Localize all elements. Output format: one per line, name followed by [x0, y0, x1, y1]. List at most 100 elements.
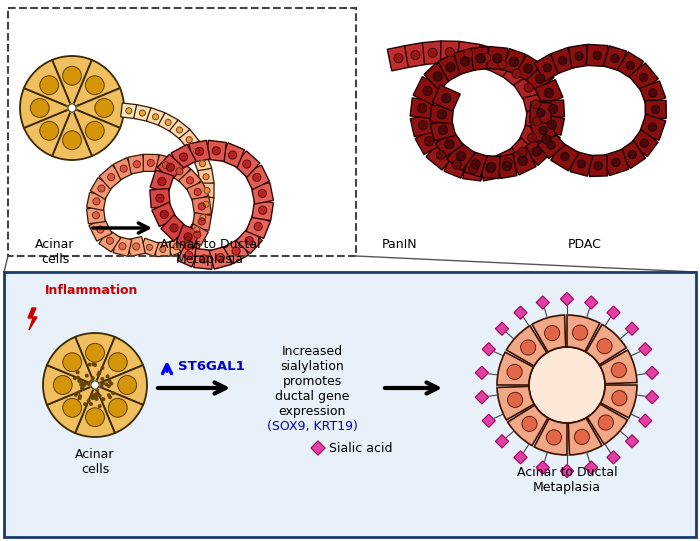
Polygon shape — [584, 461, 598, 474]
Polygon shape — [178, 230, 198, 250]
Circle shape — [126, 108, 132, 114]
Polygon shape — [169, 120, 190, 140]
Circle shape — [99, 405, 101, 407]
Circle shape — [134, 161, 141, 168]
Polygon shape — [435, 131, 463, 157]
Circle shape — [561, 153, 569, 161]
Polygon shape — [144, 154, 158, 171]
Circle shape — [94, 395, 97, 398]
Polygon shape — [503, 60, 531, 88]
Circle shape — [445, 48, 454, 57]
Polygon shape — [171, 144, 196, 170]
Polygon shape — [146, 108, 165, 126]
Polygon shape — [510, 147, 536, 175]
Bar — [8, 8, 356, 256]
Polygon shape — [496, 435, 508, 448]
Circle shape — [640, 74, 648, 82]
Circle shape — [84, 403, 86, 405]
Circle shape — [102, 398, 104, 401]
Circle shape — [464, 49, 473, 58]
Text: Acinar
cells: Acinar cells — [35, 238, 75, 266]
Circle shape — [438, 126, 447, 134]
Circle shape — [648, 123, 657, 131]
Circle shape — [612, 159, 620, 167]
Circle shape — [108, 394, 110, 397]
Bar — [4, 272, 696, 537]
Circle shape — [108, 380, 111, 383]
Circle shape — [186, 177, 193, 184]
Circle shape — [611, 362, 626, 378]
Circle shape — [40, 121, 59, 140]
Circle shape — [575, 430, 589, 444]
Circle shape — [528, 346, 606, 424]
Circle shape — [173, 243, 179, 249]
Circle shape — [512, 69, 522, 78]
Polygon shape — [551, 48, 575, 74]
Polygon shape — [186, 224, 209, 245]
Circle shape — [649, 89, 657, 97]
Wedge shape — [75, 333, 115, 385]
Polygon shape — [187, 182, 209, 202]
Circle shape — [78, 380, 80, 382]
Circle shape — [573, 325, 587, 340]
Circle shape — [486, 164, 495, 173]
Text: Acinar
cells: Acinar cells — [76, 448, 115, 476]
Circle shape — [85, 408, 104, 427]
Polygon shape — [536, 461, 550, 474]
Circle shape — [461, 57, 470, 66]
Circle shape — [476, 54, 485, 63]
Polygon shape — [536, 296, 550, 309]
Circle shape — [528, 133, 537, 142]
Circle shape — [91, 394, 93, 397]
Polygon shape — [626, 435, 638, 448]
Circle shape — [498, 60, 507, 69]
Circle shape — [626, 62, 634, 69]
Circle shape — [203, 201, 209, 207]
Circle shape — [91, 381, 99, 389]
Polygon shape — [120, 103, 137, 118]
Circle shape — [185, 251, 193, 259]
Polygon shape — [645, 366, 659, 379]
Polygon shape — [603, 149, 629, 176]
Circle shape — [92, 212, 99, 219]
Circle shape — [232, 247, 240, 255]
Wedge shape — [600, 350, 637, 384]
Circle shape — [545, 326, 559, 341]
Wedge shape — [43, 365, 95, 405]
Circle shape — [446, 63, 455, 72]
Polygon shape — [150, 188, 170, 208]
Polygon shape — [179, 129, 200, 150]
Polygon shape — [584, 296, 598, 309]
Polygon shape — [430, 105, 454, 124]
Circle shape — [101, 366, 104, 369]
Polygon shape — [515, 55, 541, 82]
Polygon shape — [161, 215, 187, 241]
Circle shape — [100, 385, 103, 387]
Circle shape — [165, 120, 171, 126]
Polygon shape — [438, 54, 463, 81]
Polygon shape — [155, 242, 170, 256]
Circle shape — [53, 375, 72, 394]
Wedge shape — [95, 385, 143, 433]
Circle shape — [456, 151, 466, 161]
Circle shape — [106, 237, 113, 244]
Polygon shape — [496, 322, 508, 335]
Circle shape — [119, 243, 126, 250]
Wedge shape — [567, 315, 600, 352]
Circle shape — [80, 383, 83, 386]
Circle shape — [203, 174, 209, 180]
Polygon shape — [206, 140, 226, 161]
Circle shape — [531, 100, 540, 109]
Circle shape — [78, 395, 81, 398]
Circle shape — [194, 148, 199, 154]
Circle shape — [628, 150, 636, 159]
Polygon shape — [89, 218, 112, 241]
Polygon shape — [530, 118, 556, 142]
Polygon shape — [454, 49, 476, 74]
Circle shape — [518, 148, 527, 156]
Polygon shape — [514, 73, 543, 102]
Circle shape — [156, 194, 164, 202]
Circle shape — [594, 162, 602, 170]
Circle shape — [90, 403, 92, 405]
Polygon shape — [640, 81, 666, 105]
